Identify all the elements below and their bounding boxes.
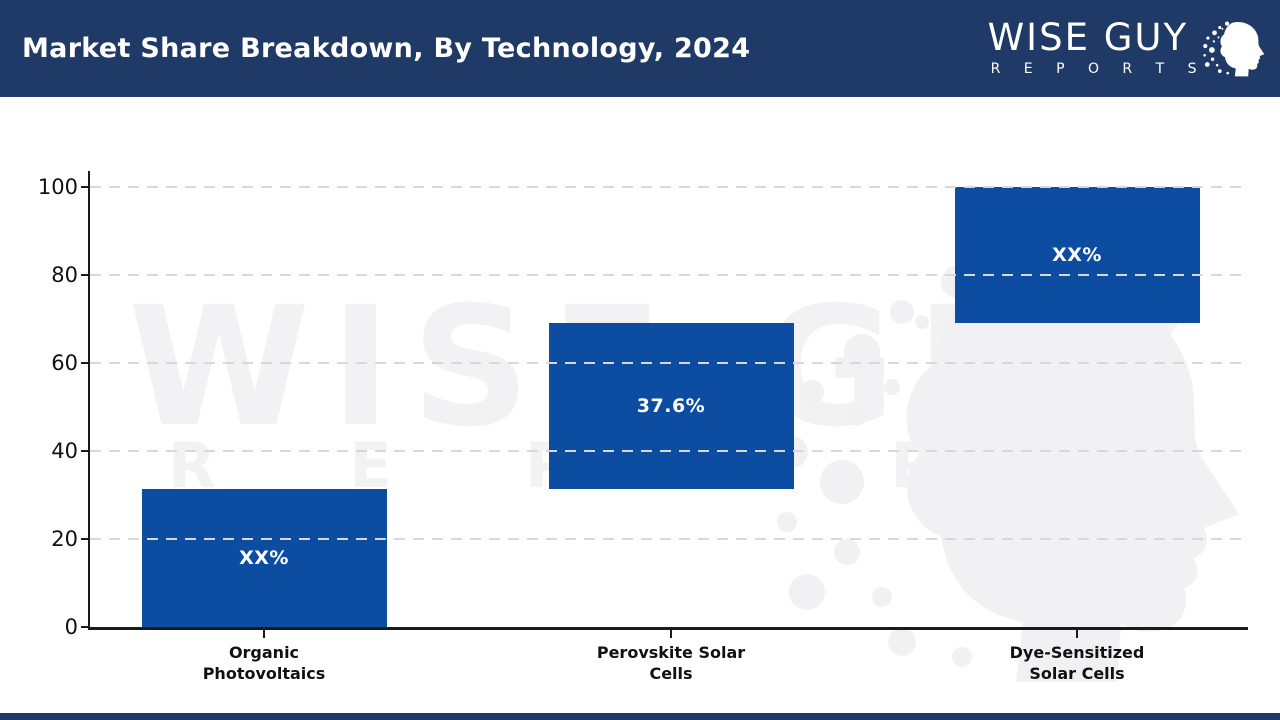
y-tick-label: 80 [51,263,78,287]
plot-area: WISE GUY R E P O R T S 020406080100XX%37… [0,97,1280,713]
x-category-label: Dye-Sensitized Solar Cells [1009,643,1145,683]
y-tick-mark [81,538,88,540]
y-tick-mark [81,626,88,628]
dotted-head-profile-icon [1203,21,1265,77]
y-tick-label: 20 [51,527,78,551]
y-axis-line [88,171,90,628]
bar-value-label: 37.6% [636,395,706,418]
wiseguy-logo: WISE GUY R E P O R T S [988,8,1266,88]
logo-wordmark: WISE GUY [987,16,1189,59]
x-category-label: Organic Photovoltaics [202,643,326,683]
logo-text: WISE GUY R E P O R T S [988,19,1206,77]
x-axis-line [88,627,1248,630]
gridline-y40 [90,450,1246,452]
y-tick-mark [81,274,88,276]
gridline-y60 [90,362,1246,364]
bar-value-label: XX% [1052,244,1102,267]
gridline-y20 [90,538,1246,540]
x-tick-mark [1076,630,1078,638]
y-tick-mark [81,186,88,188]
y-tick-mark [81,450,88,452]
x-tick-mark [670,630,672,638]
x-tick-mark [263,630,265,638]
y-tick-label: 60 [51,351,78,375]
y-tick-label: 0 [64,615,78,639]
footer-bar [0,713,1280,720]
x-category-label: Perovskite Solar Cells [596,643,746,683]
bar-segment-0 [141,488,387,627]
logo-subtext: R E P O R T S [990,61,1206,77]
y-tick-label: 100 [37,175,78,199]
y-tick-label: 40 [51,439,78,463]
bar-segment-1 [548,323,794,489]
gridline-y100 [90,186,1246,188]
page-title: Market Share Breakdown, By Technology, 2… [22,33,751,64]
header: Market Share Breakdown, By Technology, 2… [0,0,1280,97]
bar-value-label: XX% [239,546,289,569]
bar-segment-2 [954,187,1200,324]
gridline-y80 [90,274,1246,276]
y-tick-mark [81,362,88,364]
